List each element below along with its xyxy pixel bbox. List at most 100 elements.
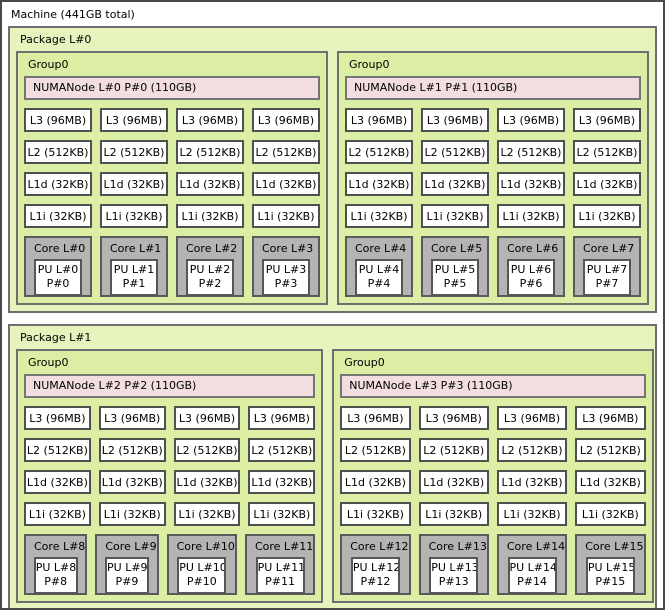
core-box: Core L#5 PU L#5 P#5 <box>421 236 489 297</box>
pu-physical-label: P#15 <box>595 575 626 588</box>
cache-box: L1i (32KB) <box>421 204 489 228</box>
pu-logical-label: PU L#13 <box>431 561 479 574</box>
core-box: Core L#8 PU L#8 P#8 <box>24 534 88 595</box>
cache-box: L1d (32KB) <box>100 172 168 196</box>
cache-row: L1i (32KB) L1i (32KB) L1i (32KB) L1i (32… <box>340 502 646 526</box>
groups-container: Group0 NUMANode L#0 P#0 (110GB) L3 (96MB… <box>16 51 649 305</box>
pu-physical-label: P#14 <box>517 575 547 588</box>
core-box: Core L#11 PU L#11 P#11 <box>244 534 316 595</box>
pu-box: PU L#10 P#10 <box>177 557 227 594</box>
cache-box: L1i (32KB) <box>176 204 244 228</box>
cache-row: L3 (96MB) L3 (96MB) L3 (96MB) L3 (96MB) <box>24 406 316 430</box>
core-box: Core L#12 PU L#12 P#12 <box>340 534 411 595</box>
cache-box: L1i (32KB) <box>340 502 411 526</box>
pu-physical-label: P#7 <box>595 277 619 290</box>
core-row: Core L#0 PU L#0 P#0 Core L#1 PU L#1 P#1 … <box>24 236 320 297</box>
cache-box: L3 (96MB) <box>252 108 320 132</box>
package-label: Package L#0 <box>20 33 92 46</box>
numanode-box: NUMANode L#3 P#3 (110GB) <box>340 374 646 398</box>
group-label: Group0 <box>344 356 385 369</box>
pu-physical-label: P#6 <box>519 277 543 290</box>
groups-container: Group0 NUMANode L#2 P#2 (110GB) L3 (96MB… <box>16 349 654 603</box>
pu-physical-label: P#11 <box>265 575 296 588</box>
core-label: Core L#8 <box>34 540 86 553</box>
core-label: Core L#15 <box>585 540 644 553</box>
group-label: Group0 <box>28 58 69 71</box>
cache-rows-container: L3 (96MB) L3 (96MB) L3 (96MB) L3 (96MB) … <box>24 406 316 534</box>
cache-box: L3 (96MB) <box>24 108 92 132</box>
core-label: Core L#6 <box>507 242 559 255</box>
pu-logical-label: PU L#1 <box>113 263 155 276</box>
core-box: Core L#14 PU L#14 P#14 <box>496 534 568 595</box>
cache-box: L1d (32KB) <box>252 172 320 196</box>
cache-box: L3 (96MB) <box>573 108 641 132</box>
core-label: Core L#0 <box>34 242 86 255</box>
cache-box: L1d (32KB) <box>421 172 489 196</box>
cache-box: L1i (32KB) <box>252 204 320 228</box>
cache-box: L2 (512KB) <box>173 438 241 462</box>
cache-box: L2 (512KB) <box>345 140 413 164</box>
numanode-box: NUMANode L#2 P#2 (110GB) <box>24 374 316 398</box>
cache-box: L2 (512KB) <box>98 438 166 462</box>
pu-physical-label: P#8 <box>44 575 68 588</box>
cache-box: L2 (512KB) <box>100 140 168 164</box>
pu-box: PU L#13 P#13 <box>429 557 479 594</box>
cache-box: L3 (96MB) <box>248 406 316 430</box>
cache-box: L1d (32KB) <box>173 470 241 494</box>
cache-rows-container: L3 (96MB) L3 (96MB) L3 (96MB) L3 (96MB) … <box>24 108 320 236</box>
cache-row: L1d (32KB) L1d (32KB) L1d (32KB) L1d (32… <box>24 172 320 196</box>
cache-box: L1d (32KB) <box>24 470 91 494</box>
numanode-label: NUMANode L#3 P#3 (110GB) <box>349 379 513 392</box>
core-box: Core L#4 PU L#4 P#4 <box>345 236 413 297</box>
cache-rows-container: L3 (96MB) L3 (96MB) L3 (96MB) L3 (96MB) … <box>340 406 646 534</box>
pu-box: PU L#5 P#5 <box>431 259 479 296</box>
cache-box: L2 (512KB) <box>248 438 316 462</box>
cache-box: L2 (512KB) <box>496 438 568 462</box>
group-box: Group0 NUMANode L#2 P#2 (110GB) L3 (96MB… <box>16 349 324 603</box>
pu-box: PU L#1 P#1 <box>110 259 158 296</box>
core-label: Core L#9 <box>105 540 157 553</box>
cache-row: L2 (512KB) L2 (512KB) L2 (512KB) L2 (512… <box>24 140 320 164</box>
pu-physical-label: P#3 <box>274 277 298 290</box>
pu-logical-label: PU L#8 <box>35 561 77 574</box>
numanode-box: NUMANode L#1 P#1 (110GB) <box>345 76 641 100</box>
core-label: Core L#4 <box>355 242 407 255</box>
core-box: Core L#2 PU L#2 P#2 <box>176 236 244 297</box>
group-box: Group0 NUMANode L#1 P#1 (110GB) L3 (96MB… <box>337 51 649 305</box>
core-row: Core L#12 PU L#12 P#12 Core L#13 PU L#13… <box>340 534 646 595</box>
cache-box: L2 (512KB) <box>575 438 646 462</box>
cache-row: L2 (512KB) L2 (512KB) L2 (512KB) L2 (512… <box>345 140 641 164</box>
core-label: Core L#7 <box>583 242 635 255</box>
core-box: Core L#13 PU L#13 P#13 <box>418 534 489 595</box>
cache-row: L1d (32KB) L1d (32KB) L1d (32KB) L1d (32… <box>345 172 641 196</box>
package-box: Package L#0 Group0 NUMANode L#0 P#0 (110… <box>8 26 657 313</box>
core-label: Core L#12 <box>350 540 409 553</box>
cache-row: L1d (32KB) L1d (32KB) L1d (32KB) L1d (32… <box>24 470 316 494</box>
package-box: Package L#1 Group0 NUMANode L#2 P#2 (110… <box>8 324 657 608</box>
pu-box: PU L#2 P#2 <box>186 259 234 296</box>
cache-box: L2 (512KB) <box>497 140 565 164</box>
cache-box: L3 (96MB) <box>418 406 489 430</box>
cache-row: L1i (32KB) L1i (32KB) L1i (32KB) L1i (32… <box>345 204 641 228</box>
pu-logical-label: PU L#6 <box>510 263 552 276</box>
cache-box: L3 (96MB) <box>496 406 568 430</box>
package-label: Package L#1 <box>20 331 92 344</box>
cache-box: L1i (32KB) <box>496 502 568 526</box>
pu-physical-label: P#5 <box>443 277 467 290</box>
cache-box: L3 (96MB) <box>173 406 241 430</box>
pu-logical-label: PU L#14 <box>509 561 557 574</box>
core-box: Core L#3 PU L#3 P#3 <box>252 236 320 297</box>
cache-box: L2 (512KB) <box>418 438 489 462</box>
cache-box: L1d (32KB) <box>248 470 316 494</box>
cache-box: L3 (96MB) <box>98 406 166 430</box>
pu-logical-label: PU L#10 <box>179 561 227 574</box>
core-box: Core L#1 PU L#1 P#1 <box>100 236 168 297</box>
core-label: Core L#11 <box>254 540 314 553</box>
pu-logical-label: PU L#5 <box>434 263 476 276</box>
core-label: Core L#14 <box>506 540 566 553</box>
cache-box: L1i (32KB) <box>24 204 92 228</box>
cache-box: L2 (512KB) <box>573 140 641 164</box>
pu-box: PU L#0 P#0 <box>34 259 82 296</box>
cache-box: L3 (96MB) <box>340 406 411 430</box>
